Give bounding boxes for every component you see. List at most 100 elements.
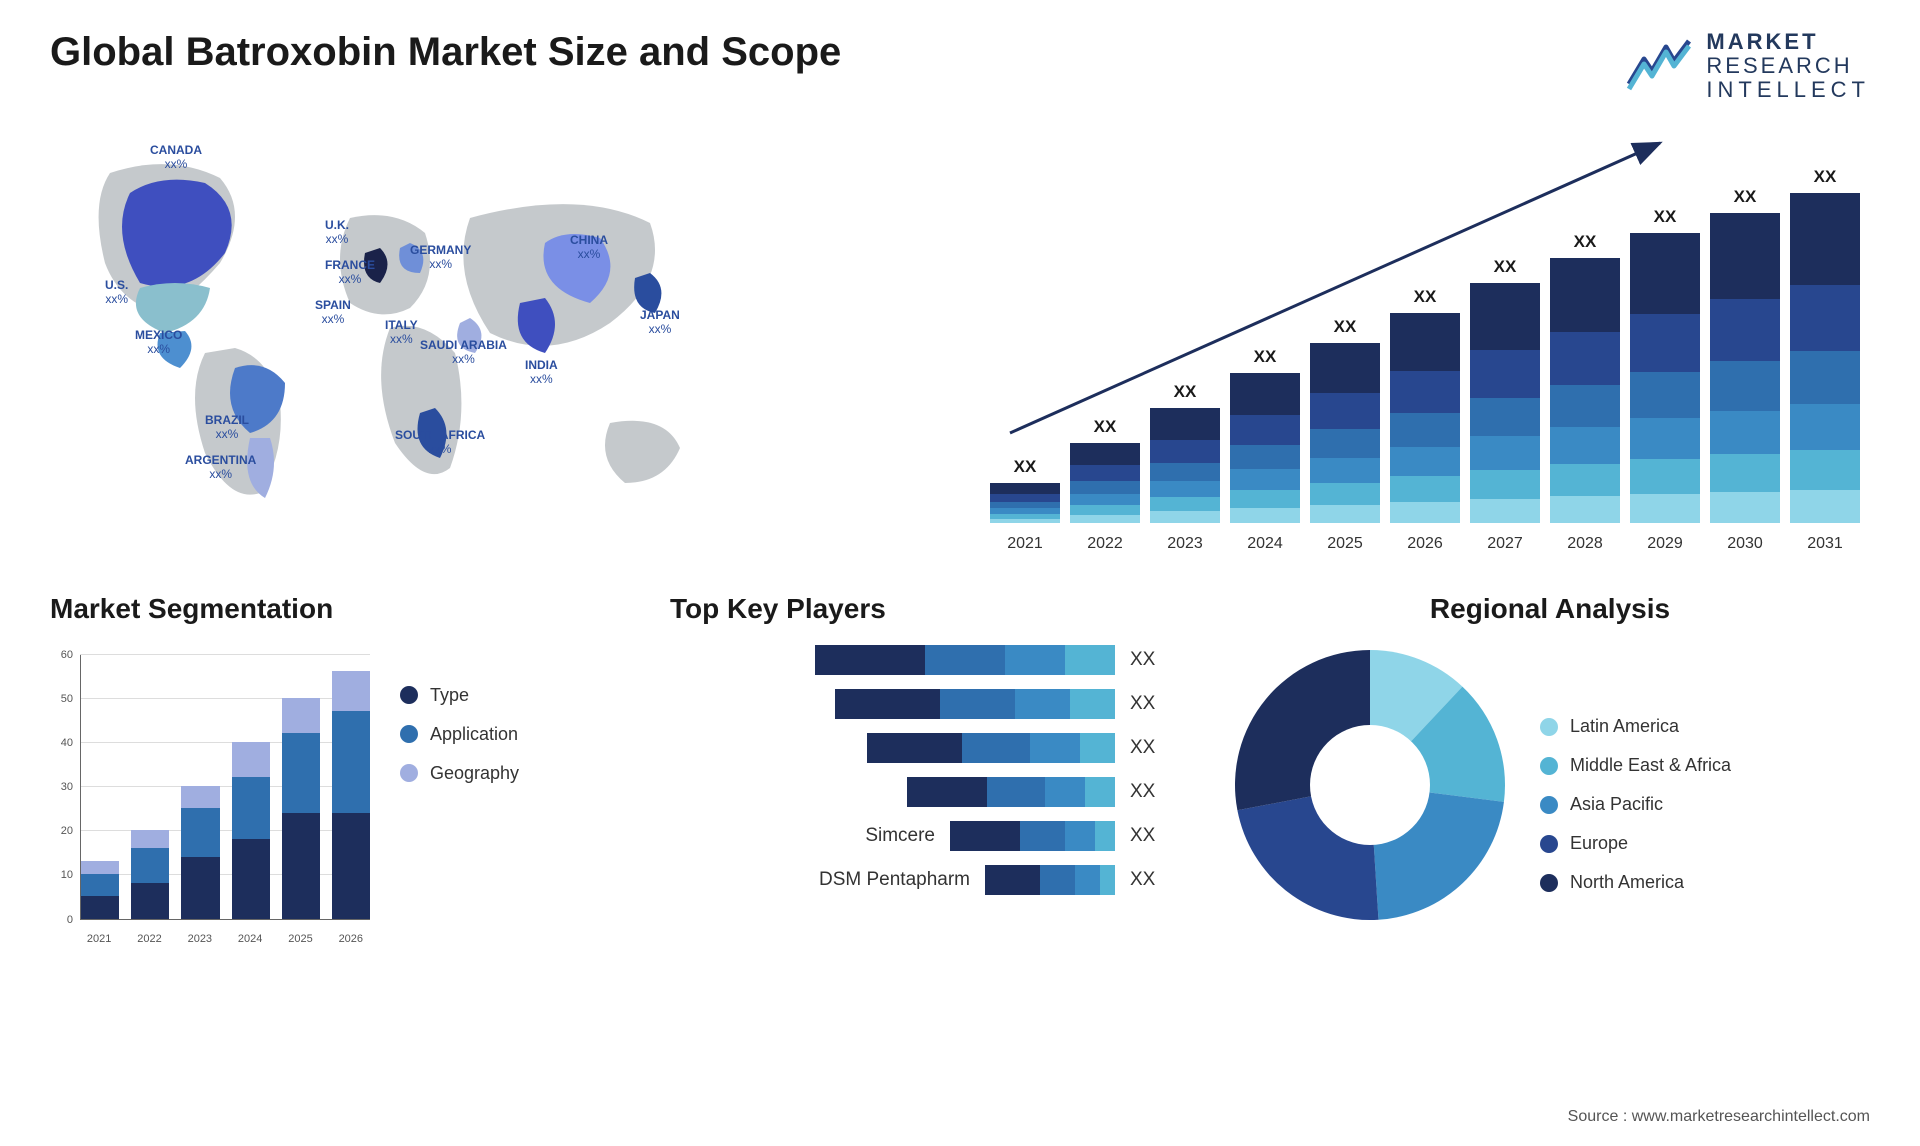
- growth-bar: XX: [1230, 373, 1300, 523]
- player-label: DSM Pentapharm: [819, 869, 970, 891]
- legend-dot: [1540, 835, 1558, 853]
- growth-bar-label: XX: [990, 457, 1060, 477]
- player-row: XX: [670, 733, 1170, 763]
- growth-chart: XXXXXXXXXXXXXXXXXXXXXX 20212022202320242…: [980, 123, 1870, 553]
- growth-bar: XX: [1550, 258, 1620, 523]
- growth-axis-year: 2026: [1390, 535, 1460, 553]
- growth-axis-year: 2024: [1230, 535, 1300, 553]
- map-label: CHINAxx%: [570, 233, 608, 262]
- map-label: MEXICOxx%: [135, 328, 182, 357]
- growth-bar-label: XX: [1230, 347, 1300, 367]
- player-value: XX: [1130, 869, 1170, 891]
- segmentation-legend: Type Application Geography: [400, 645, 519, 945]
- growth-bar: XX: [1710, 213, 1780, 523]
- growth-axis-year: 2029: [1630, 535, 1700, 553]
- player-row: XX: [670, 689, 1170, 719]
- regional-title: Regional Analysis: [1230, 593, 1870, 625]
- growth-axis-year: 2021: [990, 535, 1060, 553]
- player-value: XX: [1130, 693, 1170, 715]
- legend-label: Geography: [430, 763, 519, 784]
- legend-dot: [400, 686, 418, 704]
- growth-bar-label: XX: [1790, 167, 1860, 187]
- growth-bar-label: XX: [1710, 187, 1780, 207]
- growth-axis-year: 2023: [1150, 535, 1220, 553]
- map-label: SAUDI ARABIAxx%: [420, 338, 507, 367]
- seg-bar: [131, 830, 169, 918]
- player-label: Simcere: [865, 825, 935, 847]
- seg-ytick: 0: [67, 914, 73, 926]
- seg-bar: [81, 861, 119, 918]
- legend-dot: [1540, 796, 1558, 814]
- segmentation-title: Market Segmentation: [50, 593, 610, 625]
- growth-bar: XX: [1150, 408, 1220, 523]
- legend-label: Application: [430, 724, 518, 745]
- map-label: FRANCExx%: [325, 258, 375, 287]
- key-players-section: Top Key Players XXXXXXXXSimcereXXDSM Pen…: [670, 593, 1170, 973]
- map-label: INDIAxx%: [525, 358, 558, 387]
- regional-legend: Latin America Middle East & Africa Asia Pa…: [1540, 676, 1731, 893]
- growth-bar: XX: [1630, 233, 1700, 523]
- player-value: XX: [1130, 737, 1170, 759]
- map-label: ARGENTINAxx%: [185, 453, 256, 482]
- legend-item: Application: [400, 724, 519, 745]
- seg-bar: [282, 698, 320, 919]
- growth-bar-label: XX: [1070, 417, 1140, 437]
- growth-bar-label: XX: [1150, 382, 1220, 402]
- player-row: DSM Pentapharm XX: [670, 865, 1170, 895]
- source-attribution: Source : www.marketresearchintellect.com: [1568, 1108, 1870, 1126]
- segmentation-section: Market Segmentation 0102030405060 202120…: [50, 593, 610, 973]
- map-label: JAPANxx%: [640, 308, 680, 337]
- player-value: XX: [1130, 649, 1170, 671]
- seg-xtick: 2022: [130, 933, 168, 945]
- growth-bar: XX: [1790, 193, 1860, 523]
- logo-text-2: RESEARCH: [1706, 54, 1870, 78]
- player-bar: [867, 733, 1115, 763]
- brand-logo: MARKET RESEARCH INTELLECT: [1624, 30, 1870, 103]
- growth-axis-year: 2030: [1710, 535, 1780, 553]
- legend-label: Type: [430, 685, 469, 706]
- seg-bar: [232, 742, 270, 919]
- seg-xtick: 2024: [231, 933, 269, 945]
- growth-axis-year: 2028: [1550, 535, 1620, 553]
- logo-text-1: MARKET: [1706, 30, 1870, 54]
- legend-dot: [1540, 874, 1558, 892]
- legend-item: Asia Pacific: [1540, 794, 1731, 815]
- growth-bar: XX: [1310, 343, 1380, 523]
- map-label: U.S.xx%: [105, 278, 128, 307]
- map-label: U.K.xx%: [325, 218, 349, 247]
- regional-section: Regional Analysis Latin America Middle Ea…: [1230, 593, 1870, 973]
- legend-item: Middle East & Africa: [1540, 755, 1731, 776]
- growth-axis-year: 2025: [1310, 535, 1380, 553]
- player-bar: [907, 777, 1115, 807]
- key-players-title: Top Key Players: [670, 593, 1170, 625]
- growth-bar-label: XX: [1470, 257, 1540, 277]
- seg-xtick: 2026: [332, 933, 370, 945]
- world-map-section: CANADAxx%U.S.xx%MEXICOxx%BRAZILxx%ARGENT…: [50, 123, 940, 553]
- map-label: BRAZILxx%: [205, 413, 249, 442]
- map-label: GERMANYxx%: [410, 243, 471, 272]
- legend-item: Latin America: [1540, 716, 1731, 737]
- legend-label: Europe: [1570, 833, 1628, 854]
- legend-item: Geography: [400, 763, 519, 784]
- player-bar: [835, 689, 1115, 719]
- player-bar: [985, 865, 1115, 895]
- legend-dot: [400, 725, 418, 743]
- seg-xtick: 2021: [80, 933, 118, 945]
- growth-bar-label: XX: [1390, 287, 1460, 307]
- growth-bar: XX: [1070, 443, 1140, 523]
- player-value: XX: [1130, 825, 1170, 847]
- seg-ytick: 50: [61, 693, 73, 705]
- logo-icon: [1624, 39, 1694, 94]
- seg-ytick: 10: [61, 869, 73, 881]
- seg-ytick: 30: [61, 781, 73, 793]
- seg-ytick: 20: [61, 825, 73, 837]
- seg-ytick: 40: [61, 737, 73, 749]
- regional-donut: [1230, 645, 1510, 925]
- player-bar: [815, 645, 1115, 675]
- player-value: XX: [1130, 781, 1170, 803]
- player-row: Simcere XX: [670, 821, 1170, 851]
- growth-bar: XX: [1470, 283, 1540, 523]
- growth-axis-year: 2022: [1070, 535, 1140, 553]
- player-row: XX: [670, 645, 1170, 675]
- legend-item: North America: [1540, 872, 1731, 893]
